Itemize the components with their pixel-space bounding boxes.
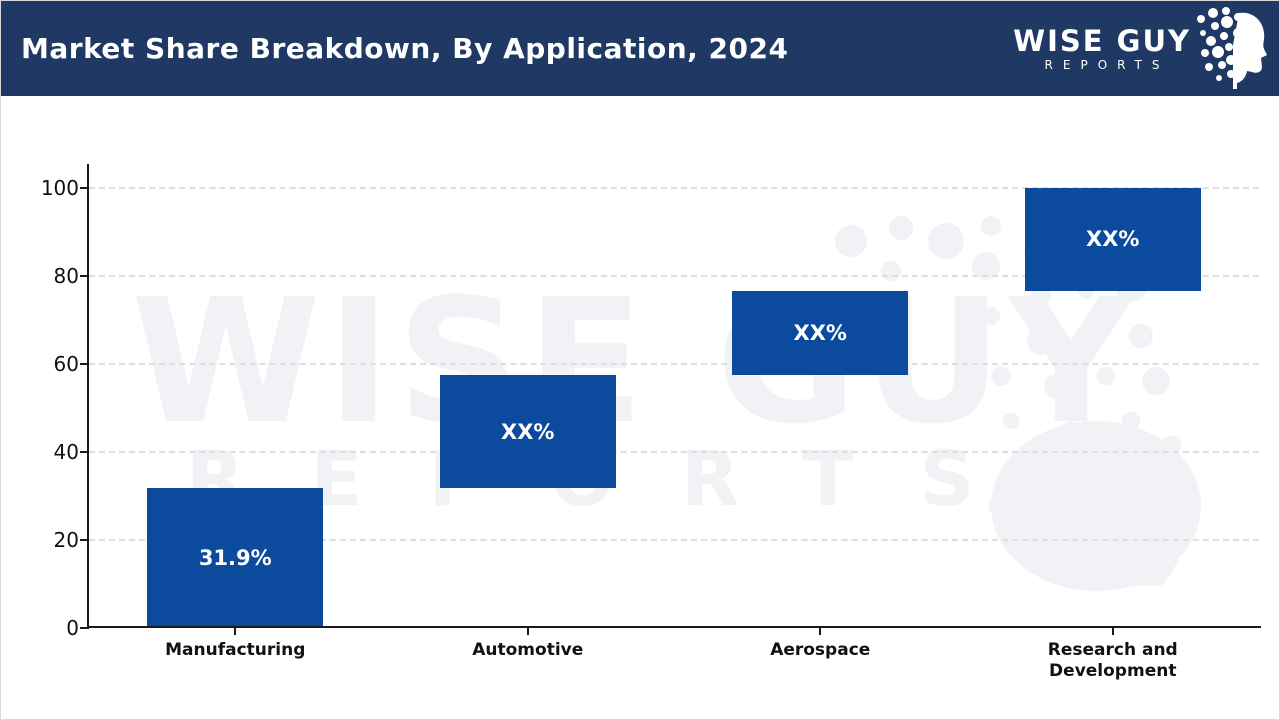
x-tick-mark [1111, 628, 1114, 635]
head-profile-icon [1193, 5, 1267, 93]
y-tick-label-0: 0 [66, 616, 79, 640]
y-tick-mark-0 [80, 627, 88, 629]
page-title: Market Share Breakdown, By Application, … [21, 32, 789, 65]
logo-text: WISE GUY REPORTS [1013, 25, 1191, 73]
bar-value-label: 31.9% [198, 545, 272, 570]
x-tick-mark [234, 628, 237, 635]
bar-value-label: XX% [1086, 227, 1140, 252]
category-label-research-and-development: Research and Development [1047, 640, 1178, 681]
y-tick-mark-60 [80, 363, 88, 365]
bar-research-and-development: XX% [1024, 188, 1201, 291]
y-tick-mark-80 [80, 275, 88, 277]
logo-subtitle: REPORTS [1044, 57, 1170, 72]
y-axis-line [87, 164, 89, 629]
bar-value-label: XX% [793, 321, 847, 346]
x-tick-mark [819, 628, 822, 635]
y-tick-label-60: 60 [53, 352, 79, 376]
y-tick-mark-20 [80, 539, 88, 541]
y-tick-label-100: 100 [40, 176, 79, 200]
wise-guy-reports-logo: WISE GUY REPORTS [1013, 5, 1267, 93]
watermark-wordmark: WISE GUY [131, 261, 1140, 462]
header-bar: Market Share Breakdown, By Application, … [1, 1, 1279, 96]
gridline-40 [89, 451, 1259, 453]
gridline-20 [89, 539, 1259, 541]
y-tick-label-80: 80 [53, 264, 79, 288]
y-tick-label-40: 40 [53, 440, 79, 464]
category-label-manufacturing: Manufacturing [165, 640, 306, 660]
gridline-80 [89, 275, 1259, 277]
x-tick-mark [526, 628, 529, 635]
bar-value-label: XX% [501, 419, 555, 444]
logo-wordmark: WISE GUY [1013, 23, 1191, 58]
bar-automotive: XX% [439, 375, 616, 488]
y-tick-mark-40 [80, 451, 88, 453]
gridline-60 [89, 363, 1259, 365]
category-label-automotive: Automotive [472, 640, 584, 660]
category-label-aerospace: Aerospace [770, 640, 871, 660]
gridline-100 [89, 187, 1259, 189]
bar-aerospace: XX% [732, 290, 909, 376]
x-axis-line [87, 626, 1261, 628]
bar-manufacturing: 31.9% [147, 487, 324, 628]
y-tick-label-20: 20 [53, 528, 79, 552]
y-tick-mark-100 [80, 187, 88, 189]
